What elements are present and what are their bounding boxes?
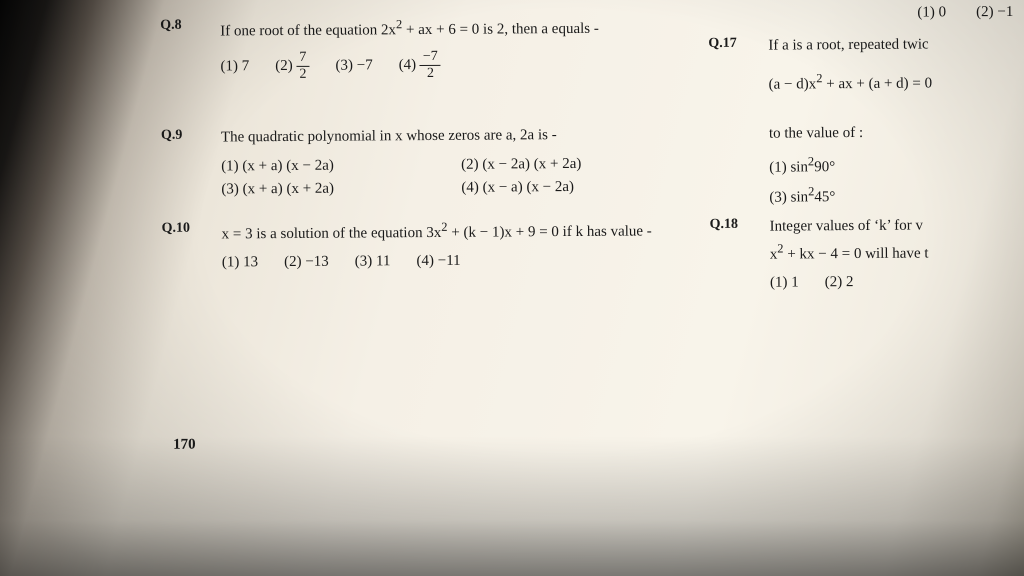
q18-opt-2: (2) 2 — [825, 274, 854, 291]
q18-text-a: Integer values of ‘k’ for v — [770, 214, 1018, 236]
q9-opt-1: (1) (x + a) (x − 2a) — [221, 156, 441, 175]
q17-number: Q.17 — [708, 36, 755, 109]
q9-opt-3: (3) (x + a) (x + 2a) — [221, 179, 441, 198]
q8-options: (1) 7 (2) 72 (3) −7 (4) −72 — [220, 48, 680, 82]
q8-number: Q.8 — [160, 18, 206, 90]
q9-text: The quadratic polynomial in x whose zero… — [221, 124, 681, 147]
q18-opt-1: (1) 1 — [770, 274, 799, 291]
q9-number: Q.9 — [161, 128, 207, 199]
q10-number: Q.10 — [162, 220, 208, 278]
q8-opt-1: (1) 7 — [220, 58, 249, 75]
page-content: (1) 0 (2) −1 Q.8 If one root of the equa… — [140, 0, 1024, 576]
q8-opt-4: (4) −72 — [399, 50, 441, 81]
q17-equation: (a − d)x2 + ax + (a + d) = 0 — [769, 70, 1017, 94]
q9: Q.9 The quadratic polynomial in x whose … — [161, 124, 681, 198]
row-q9-q17b: Q.9 The quadratic polynomial in x whose … — [161, 122, 1018, 210]
partial-top-options: (1) 0 (2) −1 — [917, 4, 1016, 22]
partial-opt-1: (1) 0 — [917, 4, 946, 21]
q17: Q.17 If a is a root, repeated twic (a − … — [708, 34, 1016, 108]
q10-opt-4: (4) −11 — [416, 253, 460, 270]
q8-opt-3: (3) −7 — [335, 58, 372, 75]
q10-options: (1) 13 (2) −13 (3) 11 (4) −11 — [222, 251, 682, 271]
q18-text-b: x2 + kx − 4 = 0 will have t — [770, 239, 1018, 265]
q17-text: If a is a root, repeated twic — [768, 34, 1016, 56]
q8: Q.8 If one root of the equation 2x2 + ax… — [160, 14, 680, 89]
q18-number: Q.18 — [710, 216, 757, 298]
q10-opt-3: (3) 11 — [355, 253, 391, 270]
q9-opt-4: (4) (x − a) (x − 2a) — [461, 178, 681, 197]
row-q8-q17: Q.8 If one root of the equation 2x2 + ax… — [160, 12, 1017, 118]
q18: Q.18 Integer values of ‘k’ for v x2 + kx… — [710, 214, 1019, 298]
q9-opt-2: (2) (x − 2a) (x + 2a) — [461, 155, 681, 174]
q10: Q.10 x = 3 is a solution of the equation… — [162, 217, 682, 278]
partial-opt-2: (2) −1 — [976, 4, 1016, 21]
q17-sub: to the value of : (1) sin290° (3) sin245… — [709, 122, 1018, 206]
page-number: 170 — [173, 437, 196, 454]
q8-opt-2: (2) 72 — [275, 51, 309, 82]
q10-opt-1: (1) 13 — [222, 254, 258, 271]
q8-text: If one root of the equation 2x2 + ax + 6… — [220, 14, 680, 41]
row-q10-q18: Q.10 x = 3 is a solution of the equation… — [162, 214, 1019, 307]
q17-opt-3: (3) sin245° — [769, 182, 1017, 206]
q9-options: (1) (x + a) (x − 2a) (2) (x − 2a) (x + 2… — [221, 155, 681, 198]
q17-opt-1: (1) sin290° — [769, 152, 1017, 176]
q10-opt-2: (2) −13 — [284, 253, 329, 270]
q18-options: (1) 1 (2) 2 — [770, 273, 1018, 292]
q10-text: x = 3 is a solution of the equation 3x2 … — [222, 217, 682, 244]
